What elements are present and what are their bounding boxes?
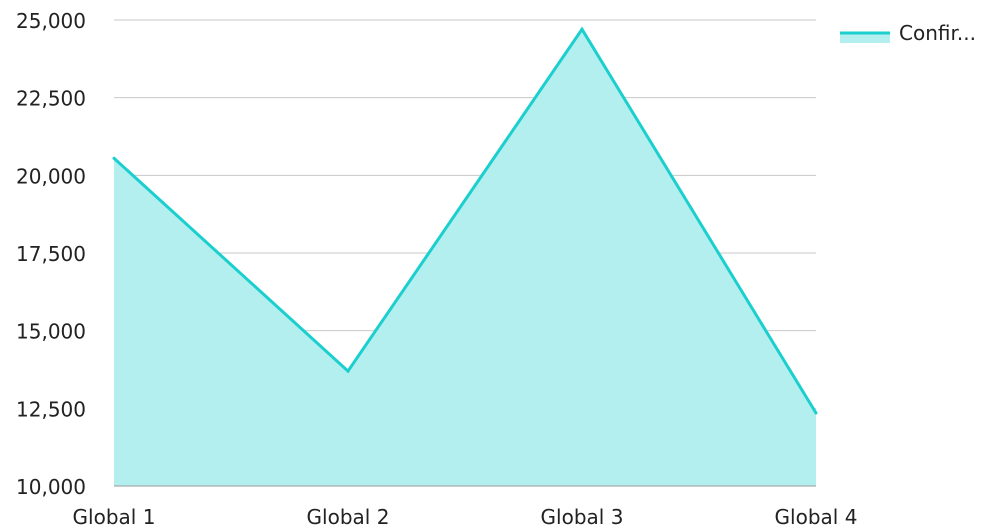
x-tick-label: Global 1 [73, 505, 156, 528]
y-tick-label: 20,000 [16, 164, 86, 188]
x-tick-label: Global 2 [307, 505, 390, 528]
legend-item[interactable]: Confir... [840, 21, 976, 45]
legend[interactable]: Confir... [840, 21, 976, 45]
series-area-fill [114, 29, 816, 486]
y-tick-label: 12,500 [16, 397, 86, 421]
data-point [346, 369, 350, 373]
series-area [112, 26, 818, 486]
x-tick-label: Global 3 [541, 505, 624, 528]
y-tick-label: 25,000 [16, 9, 86, 33]
x-tick-label: Global 4 [775, 505, 858, 528]
y-tick-label: 15,000 [16, 320, 86, 344]
legend-swatch-fill [840, 33, 890, 43]
data-point [112, 156, 116, 160]
data-point [580, 27, 584, 31]
series-line [112, 26, 818, 414]
data-point [814, 411, 818, 415]
y-tick-label: 22,500 [16, 87, 86, 111]
legend-label: Confir... [899, 21, 976, 45]
y-tick-label: 10,000 [16, 475, 86, 499]
y-tick-label: 17,500 [16, 242, 86, 266]
tick-labels: 25,000 22,500 20,000 17,500 15,000 12,500 10,0… [16, 9, 858, 529]
